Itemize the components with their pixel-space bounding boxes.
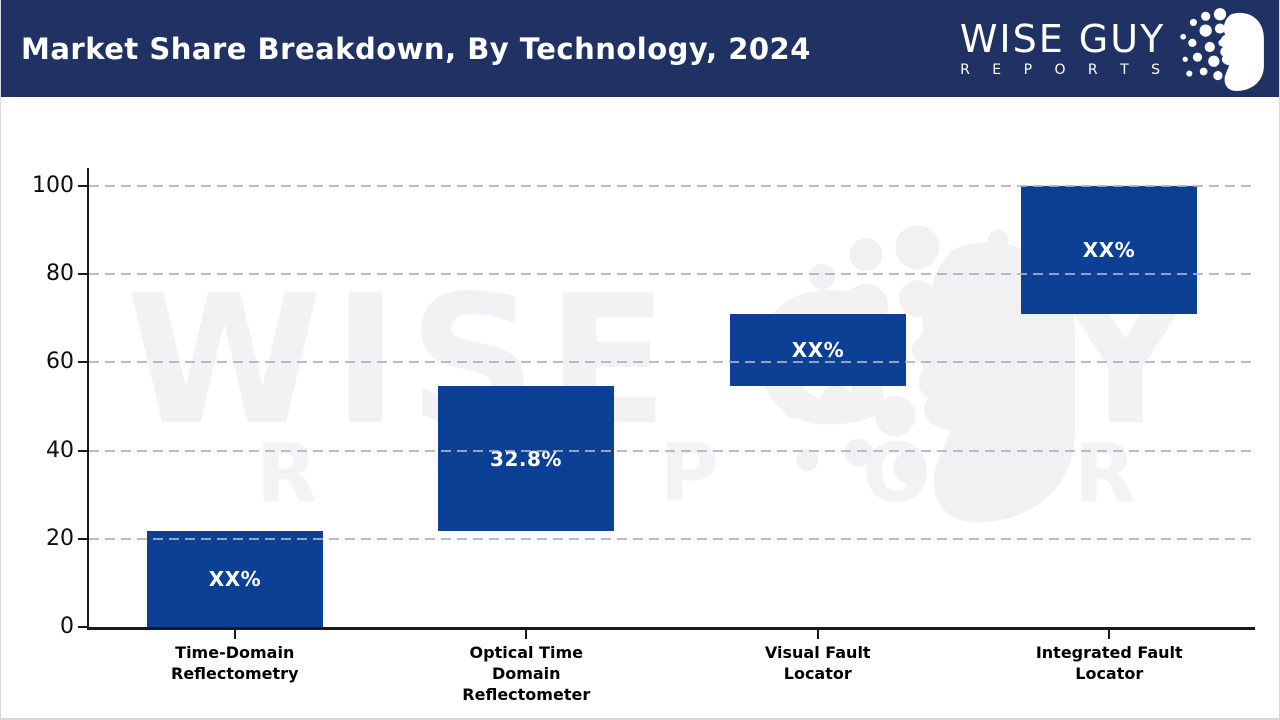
y-tick-label: 40 [46,437,74,463]
y-tick [78,361,87,364]
brand-wordmark: WISE GUY R E P O R T S [956,20,1169,78]
y-tick-label: 60 [46,349,74,375]
y-tick [78,185,87,187]
bar-value-label: XX% [791,338,845,362]
brand-subtitle: R E P O R T S [960,61,1169,78]
y-tick [78,626,87,628]
x-tick [525,630,528,639]
gridline [89,537,1255,540]
bar-segment: XX% [1021,186,1197,314]
page-title: Market Share Breakdown, By Technology, 2… [21,31,811,66]
x-tick [233,630,236,639]
gridline [89,449,1255,452]
header-bar: Market Share Breakdown, By Technology, 2… [1,0,1279,97]
x-axis-line [87,627,1255,630]
x-category-label: Integrated Fault Locator [1035,643,1183,683]
chart-canvas: WISE GUY R E P O R T S 020406080100XX%Ti… [1,97,1279,718]
x-category-label: Optical Time Domain Reflectometer [462,643,591,704]
y-tick-label: 0 [60,614,74,639]
bar-segment: 32.8% [438,386,614,531]
gridline [89,361,1255,364]
gridline [89,273,1255,276]
y-tick-label: 80 [46,261,74,287]
plot-area: 0 20 40 60 80 100 XX% Time-Domain Reflectometry… [1,97,1279,718]
y-axis-line [87,168,89,629]
x-tick [1108,630,1111,639]
head-dots-logo-icon [1180,7,1264,91]
y-tick [78,449,87,452]
brand-name: WISE GUY [959,16,1166,61]
y-tick-label: 20 [46,525,74,551]
x-tick [816,630,819,639]
bar-segment: XX% [147,531,323,627]
gridline [89,185,1255,187]
bar-segment: XX% [730,314,906,386]
y-tick-label: 100 [32,173,74,198]
brand-logo: WISE GUY R E P O R T S [956,6,1279,92]
bar-value-label: XX% [208,567,262,591]
x-category-label: Visual Fault Locator [764,643,871,683]
bar-value-label: XX% [1082,238,1136,262]
x-category-label: Time-Domain Reflectometry [171,643,299,683]
y-tick [78,537,87,540]
y-tick [78,273,87,276]
